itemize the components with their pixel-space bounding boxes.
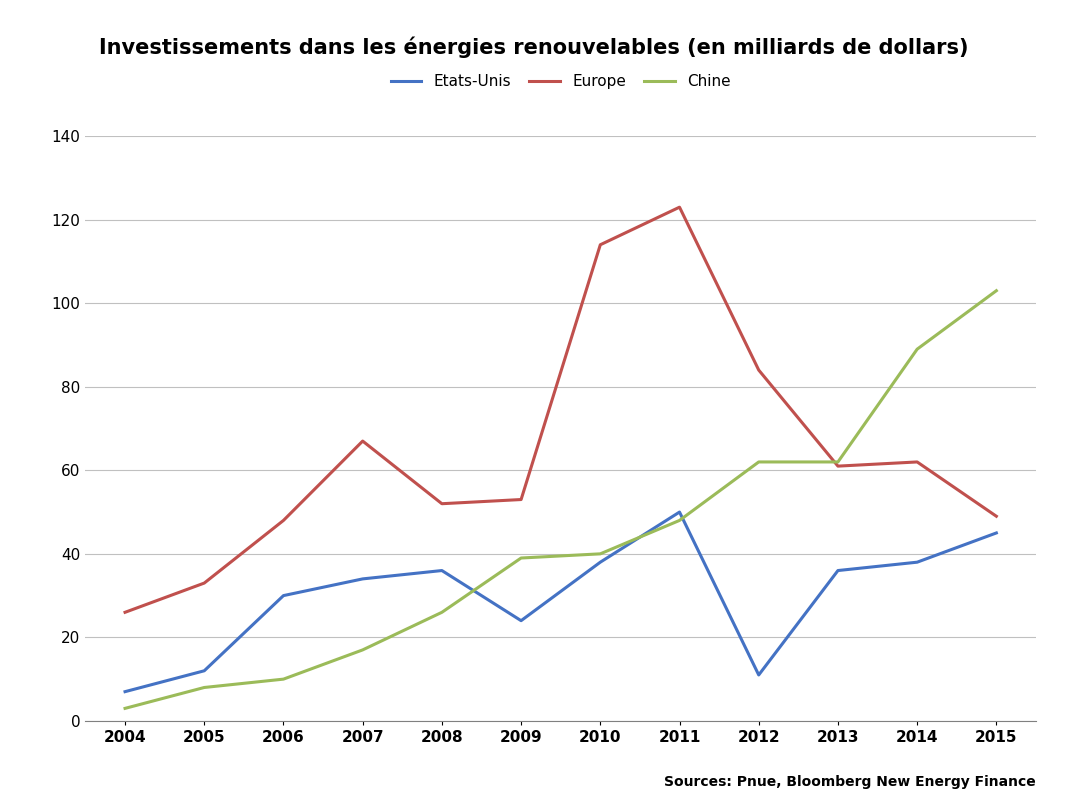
Etats-Unis (990, 528, 1003, 537)
Text: Investissements dans les énergies renouvelables (en milliards de dollars): Investissements dans les énergies renouv… (99, 36, 969, 58)
Line: Etats-Unis: Etats-Unis (125, 512, 996, 692)
Etats-Unis (119, 687, 131, 697)
Text: Sources: Pnue, Bloomberg New Energy Finance: Sources: Pnue, Bloomberg New Energy Fina… (664, 775, 1036, 789)
Etats-Unis (911, 557, 924, 567)
Europe (198, 578, 210, 588)
Europe (357, 437, 370, 446)
Chine (436, 607, 449, 617)
Europe (832, 461, 845, 471)
Etats-Unis (357, 574, 370, 584)
Etats-Unis (277, 591, 289, 601)
Chine (198, 682, 210, 692)
Legend: Etats-Unis, Europe, Chine: Etats-Unis, Europe, Chine (384, 68, 737, 95)
Etats-Unis (594, 557, 607, 567)
Etats-Unis (673, 507, 686, 517)
Etats-Unis (832, 566, 845, 575)
Europe (911, 457, 924, 467)
Chine (515, 553, 528, 563)
Europe (752, 365, 765, 375)
Chine (277, 674, 289, 684)
Europe (594, 240, 607, 250)
Etats-Unis (752, 670, 765, 680)
Chine (119, 703, 131, 713)
Etats-Unis (198, 666, 210, 675)
Chine (911, 344, 924, 354)
Chine (594, 549, 607, 558)
Europe (515, 495, 528, 505)
Chine (990, 286, 1003, 296)
Europe (990, 512, 1003, 521)
Line: Europe: Europe (125, 207, 996, 612)
Chine (673, 516, 686, 525)
Etats-Unis (515, 616, 528, 626)
Chine (832, 457, 845, 467)
Line: Chine: Chine (125, 291, 996, 708)
Chine (357, 645, 370, 654)
Chine (752, 457, 765, 467)
Europe (277, 516, 289, 525)
Etats-Unis (436, 566, 449, 575)
Europe (119, 607, 131, 617)
Europe (436, 499, 449, 509)
Europe (673, 203, 686, 212)
